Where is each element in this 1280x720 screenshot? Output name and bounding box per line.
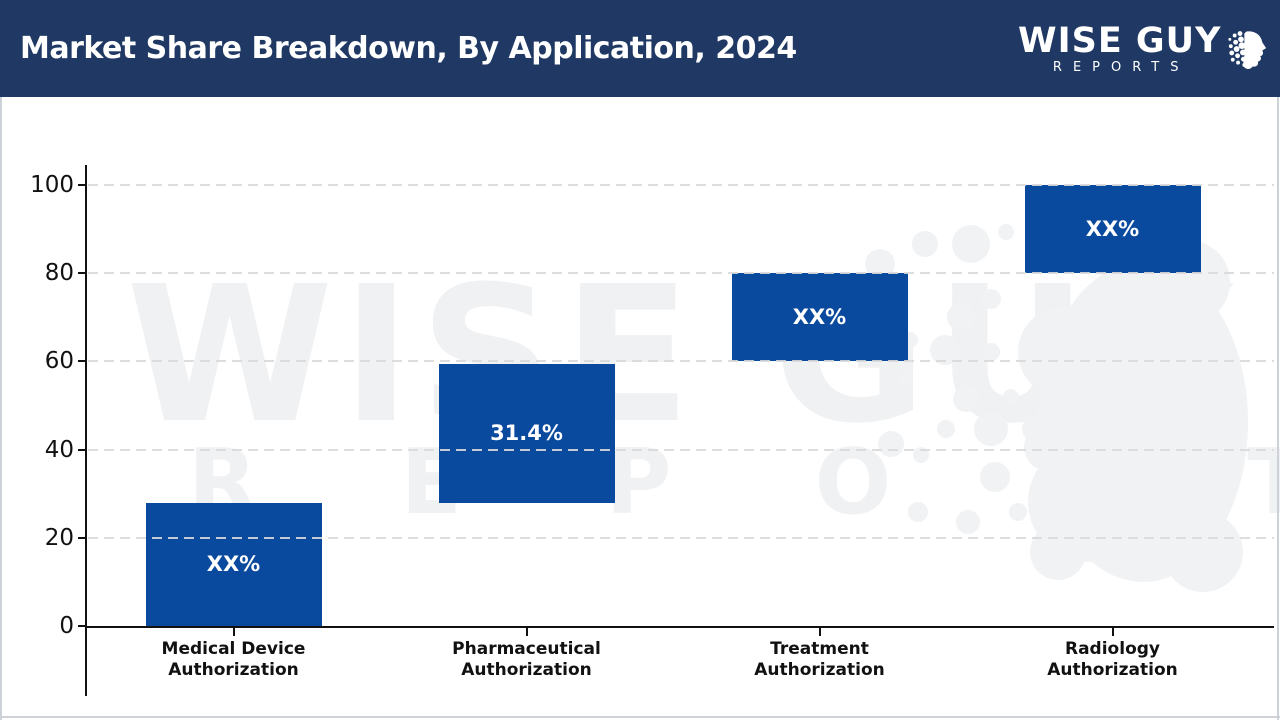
y-tick-label: 20 — [44, 524, 74, 551]
bar-value-label: XX% — [206, 552, 261, 577]
brand-head-icon — [1228, 31, 1267, 69]
x-axis-line — [85, 626, 1274, 628]
x-category-label: Medical Device Authorization — [94, 639, 374, 681]
x-category-label: Pharmaceutical Authorization — [387, 639, 667, 681]
chart-bar: 31.4% — [438, 364, 615, 503]
page-border-right — [1277, 97, 1279, 720]
x-category-label: Treatment Authorization — [680, 639, 960, 681]
category-line2: Authorization — [1047, 660, 1178, 680]
category-line1: Treatment — [770, 639, 869, 659]
gridline — [88, 360, 1274, 363]
y-tick-mark — [78, 625, 86, 627]
header-bar: Market Share Breakdown, By Application, … — [0, 0, 1280, 97]
category-line2: Authorization — [754, 660, 885, 680]
y-tick-mark — [78, 448, 86, 451]
gridline — [88, 536, 1274, 539]
category-line2: Authorization — [461, 660, 592, 680]
x-tick-mark — [1111, 628, 1114, 636]
category-line1: Radiology — [1065, 639, 1160, 659]
page-border-left — [0, 97, 2, 720]
y-tick-mark — [78, 536, 86, 539]
y-tick-label: 60 — [44, 348, 74, 375]
page-title: Market Share Breakdown, By Application, … — [20, 31, 797, 66]
y-tick-label: 80 — [44, 260, 74, 287]
y-tick-label: 0 — [59, 613, 74, 639]
chart-bar: XX% — [1024, 185, 1201, 274]
x-tick-mark — [525, 628, 528, 636]
bar-value-label: 31.4% — [490, 421, 563, 446]
y-tick-label: 100 — [30, 172, 74, 198]
gridline — [88, 448, 1274, 451]
gridline — [88, 184, 1274, 186]
y-tick-label: 40 — [44, 436, 74, 463]
category-line1: Medical Device — [161, 639, 306, 659]
bar-value-label: XX% — [792, 305, 847, 330]
watermark-head-icon — [865, 224, 1248, 592]
y-axis-line — [85, 165, 87, 696]
bar-value-label: XX% — [1085, 217, 1140, 242]
page-border-bottom — [0, 716, 1280, 718]
x-tick-mark — [232, 628, 235, 636]
y-tick-mark — [78, 184, 86, 186]
y-tick-mark — [78, 360, 86, 363]
category-line1: Pharmaceutical — [452, 639, 601, 659]
chart-bar: XX% — [731, 273, 908, 362]
waterfall-chart: XX% 31.4% XX% XX% 0 20 40 60 80 100 Medical Device… — [0, 97, 1280, 720]
brand-subname: REPORTS — [1052, 60, 1190, 75]
brand-logo: WISE GUY REPORTS — [1018, 8, 1268, 92]
x-tick-mark — [818, 628, 821, 636]
gridline — [88, 272, 1274, 275]
chart-bar: XX% — [145, 502, 322, 626]
y-tick-mark — [78, 272, 86, 275]
x-category-label: Radiology Authorization — [973, 639, 1253, 681]
category-line2: Authorization — [168, 660, 299, 680]
brand-name: WISE GUY — [1018, 21, 1222, 61]
